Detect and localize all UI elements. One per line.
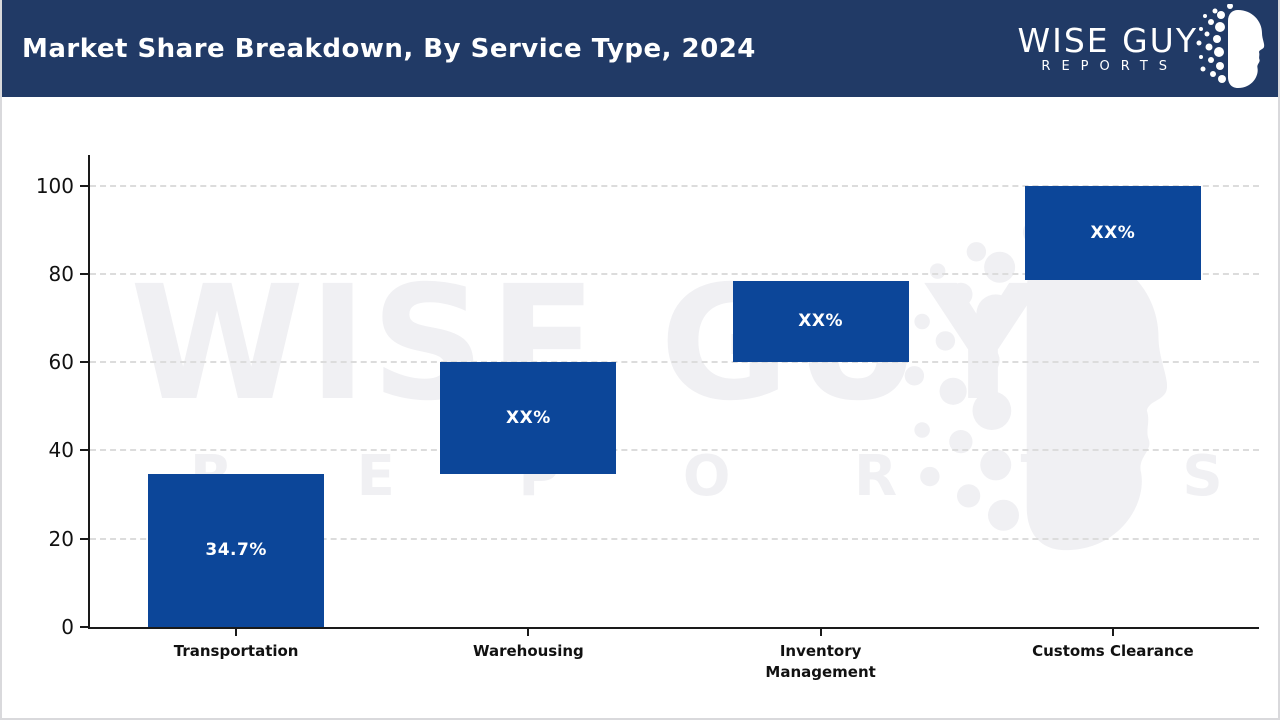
logo-text: WISE GUY REPORTS [1017,24,1198,73]
bar-value-label-customs-clearance: XX% [1090,223,1136,244]
x-tick-customs-clearance [1111,627,1114,636]
watermark-subtitle: R E P O R T S [190,444,1275,509]
header-banner: Market Share Breakdown, By Service Type,… [2,0,1278,97]
wise-guy-reports-logo: WISE GUY REPORTS [1017,3,1268,94]
y-axis-spine [88,155,90,629]
y-tick-label-100: 100 [35,173,74,198]
x-tick-warehousing [527,627,530,636]
y-tick-20 [80,537,88,540]
x-tick-label-inventory-management: Inventory Management [765,642,876,681]
x-axis-spine [88,627,1259,629]
y-tick-40 [80,449,88,452]
bar-customs-clearance: XX% [1024,185,1201,281]
gridline-20 [90,537,1259,540]
y-tick-60 [80,361,88,364]
bar-value-label-transportation: 34.7% [205,540,267,561]
bar-value-label-warehousing: XX% [506,407,551,428]
bar-value-label-inventory-management: XX% [798,311,843,332]
y-tick-label-60: 60 [48,350,74,375]
waterfall-chart: WISE GUY R E P O R T S 0 20 40 60 80 100 34.7%… [2,97,1278,716]
y-tick-label-0: 0 [61,615,74,639]
x-tick-label-customs-clearance: Customs Clearance [1032,642,1194,660]
bar-inventory-management: XX% [732,280,909,363]
y-tick-label-40: 40 [48,438,74,463]
y-tick-100 [80,184,88,187]
x-tick-inventory-management [819,627,822,636]
gridline-40 [90,449,1259,452]
y-tick-0 [80,626,88,628]
gridline-60 [90,361,1259,364]
y-tick-80 [80,272,88,275]
bar-transportation: 34.7% [148,473,325,627]
y-tick-label-20: 20 [48,526,74,551]
bar-warehousing: XX% [440,362,617,474]
x-tick-transportation [235,627,238,636]
gridline-80 [90,272,1259,275]
logo-wordmark: WISE GUY [1017,21,1198,60]
x-tick-label-warehousing: Warehousing [472,642,584,660]
logo-subtitle: REPORTS [1041,59,1179,74]
y-tick-label-80: 80 [48,261,74,286]
logo-head-icon [1196,3,1265,88]
x-tick-label-transportation: Transportation [173,642,299,660]
chart-title: Market Share Breakdown, By Service Type,… [22,33,756,64]
gridline-100 [90,184,1259,187]
